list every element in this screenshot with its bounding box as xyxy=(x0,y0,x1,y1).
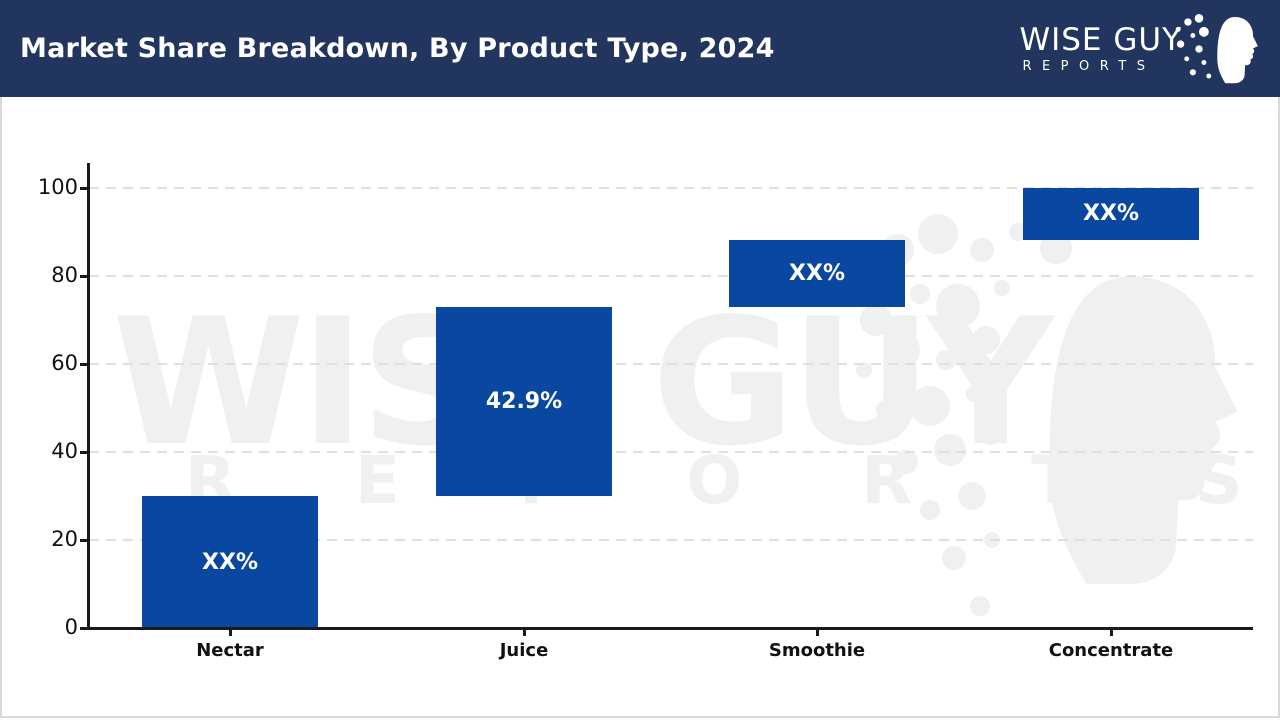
y-tick-label-40: 40 xyxy=(51,439,78,463)
y-tick-label-60: 60 xyxy=(51,351,78,375)
wiseguy-logo: WISE GUY REPORTS xyxy=(1019,0,1264,97)
wiseguy-logo-text: WISE GUY REPORTS xyxy=(1019,21,1182,74)
y-tick-mark-80 xyxy=(80,275,87,278)
x-tick-mark-juice xyxy=(523,629,526,636)
header-bar: Market Share Breakdown, By Product Type,… xyxy=(0,0,1280,97)
y-tick-mark-0 xyxy=(80,627,87,630)
y-tick-label-80: 80 xyxy=(51,263,78,287)
bar-value-label-nectar: XX% xyxy=(202,549,258,575)
logo-reports-label: REPORTS xyxy=(1022,58,1156,74)
frame-right-border xyxy=(1278,97,1280,718)
x-category-label-smoothie: Smoothie xyxy=(768,640,866,661)
x-tick-mark-smoothie xyxy=(816,629,819,636)
frame-left-border xyxy=(0,97,2,718)
bar-value-label-smoothie: XX% xyxy=(789,261,845,287)
gridline-80 xyxy=(89,275,1253,277)
y-tick-mark-100 xyxy=(80,187,87,190)
x-category-label-nectar: Nectar xyxy=(196,640,264,661)
plot-area: 0 20 40 60 80 100 XX% Nectar 42.9% Juice XX% Smooth… xyxy=(0,97,1280,720)
x-category-label-juice: Juice xyxy=(499,640,549,661)
gridline-20 xyxy=(89,539,1253,541)
wiseguy-head-icon xyxy=(1175,13,1258,83)
x-tick-mark-concentrate xyxy=(1110,629,1113,636)
bar-concentrate: XX% xyxy=(1023,188,1199,240)
gridline-100 xyxy=(89,187,1253,189)
gridline-60 xyxy=(89,363,1253,365)
x-axis-line xyxy=(87,627,1253,630)
x-tick-mark-nectar xyxy=(229,629,232,636)
y-tick-mark-20 xyxy=(80,539,87,542)
bar-nectar: XX% xyxy=(142,496,318,628)
bar-juice: 42.9% xyxy=(436,307,612,496)
gridline-40 xyxy=(89,451,1253,453)
y-tick-label-0: 0 xyxy=(64,615,78,639)
logo-wiseguy-label: WISE GUY xyxy=(1019,21,1182,58)
y-axis-spine xyxy=(87,163,90,629)
bar-smoothie: XX% xyxy=(729,239,905,308)
y-tick-mark-60 xyxy=(80,363,87,366)
bar-value-label-juice: 42.9% xyxy=(485,389,563,415)
bar-value-label-concentrate: XX% xyxy=(1083,201,1139,227)
y-tick-mark-40 xyxy=(80,451,87,454)
chart-title: Market Share Breakdown, By Product Type,… xyxy=(20,33,775,64)
y-tick-label-20: 20 xyxy=(51,527,78,551)
frame-bottom-border xyxy=(0,716,1280,718)
watermark-head-icon xyxy=(856,214,1238,616)
y-tick-label-100: 100 xyxy=(37,175,78,199)
x-category-label-concentrate: Concentrate xyxy=(1048,640,1174,661)
